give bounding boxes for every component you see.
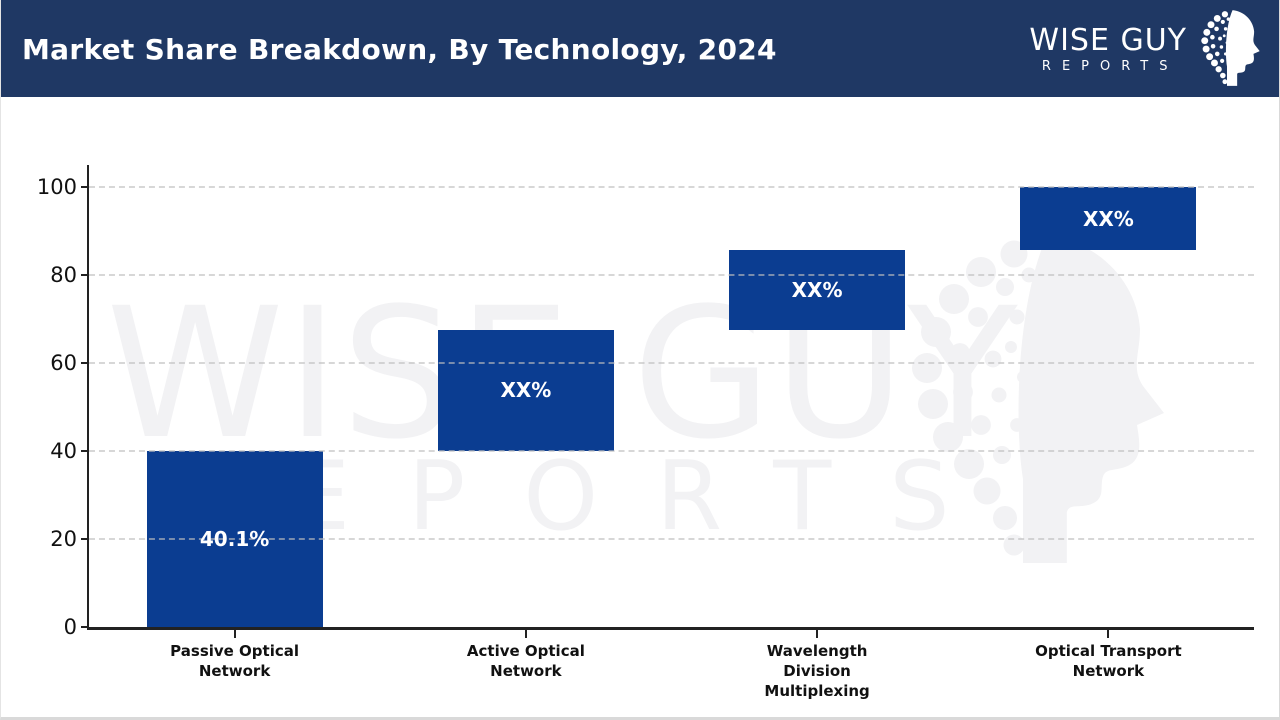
bar-3 [729,249,906,330]
chart-area: WISE GUY REPORTS 40.1% XX% XX% XX% 0 20 40 60 80… [1,97,1279,717]
y-tick-label: 80 [50,263,77,287]
category-label-line: Wavelength [766,642,868,660]
x-axis-line [87,627,1254,630]
header: Market Share Breakdown, By Technology, 2… [1,0,1279,97]
category-label-line: Optical Transport [1035,642,1182,660]
bar-value-label: XX% [791,278,843,302]
y-tick-mark [81,362,89,364]
y-tick-label: 40 [50,439,77,463]
category-label-line: Multiplexing [764,682,870,700]
bar-value-label: XX% [500,378,552,403]
bar-value-label: 40.1% [199,526,270,551]
bar-4 [1020,187,1197,250]
category-label-2: Active Optical Network [366,641,686,681]
logo-wordmark: WISE GUY REPORTS [1029,23,1187,74]
gridline-40 [89,450,1254,452]
gridline-60 [89,362,1254,364]
gridline-80 [89,274,1254,276]
category-label-1: Passive Optical Network [75,641,395,681]
gridline-20 [89,538,1254,540]
y-tick-mark [81,538,89,540]
gridline-100 [89,186,1254,188]
page-title: Market Share Breakdown, By Technology, 2… [22,33,777,66]
category-label-line: Active Optical [466,642,585,660]
category-label-line: Network [490,662,562,680]
bar-value-label: XX% [1082,206,1134,231]
category-label-line: Network [198,662,271,680]
wise-guy-head-icon [1201,10,1260,86]
y-tick-label: 0 [63,615,77,639]
y-tick-mark [81,450,89,452]
category-label-line: Passive Optical [170,642,300,660]
logo-line2: REPORTS [1041,58,1179,74]
category-label-4: Optical Transport Network [948,641,1268,681]
y-tick-label: 100 [36,175,77,199]
category-label-line: Division [783,662,851,680]
y-tick-mark [81,186,89,188]
y-tick-label: 20 [50,527,77,551]
y-tick-mark [81,626,89,628]
wise-guy-logo: WISE GUY REPORTS [1029,8,1263,88]
category-label-3: Wavelength Division Multiplexing [657,641,977,701]
x-tick-mark [816,630,819,638]
bar-2 [437,330,614,451]
x-tick-mark [233,630,236,638]
y-tick-label: 60 [50,351,77,375]
x-tick-mark [524,630,527,638]
y-axis-line [87,165,89,629]
category-label-line: Network [1072,662,1145,680]
y-tick-mark [81,274,89,276]
x-tick-mark [1107,630,1110,638]
waterfall-chart: 40.1% XX% XX% XX% 0 20 40 60 80 100 Passive Optica… [1,97,1279,717]
logo-line1: WISE GUY [1029,22,1187,58]
